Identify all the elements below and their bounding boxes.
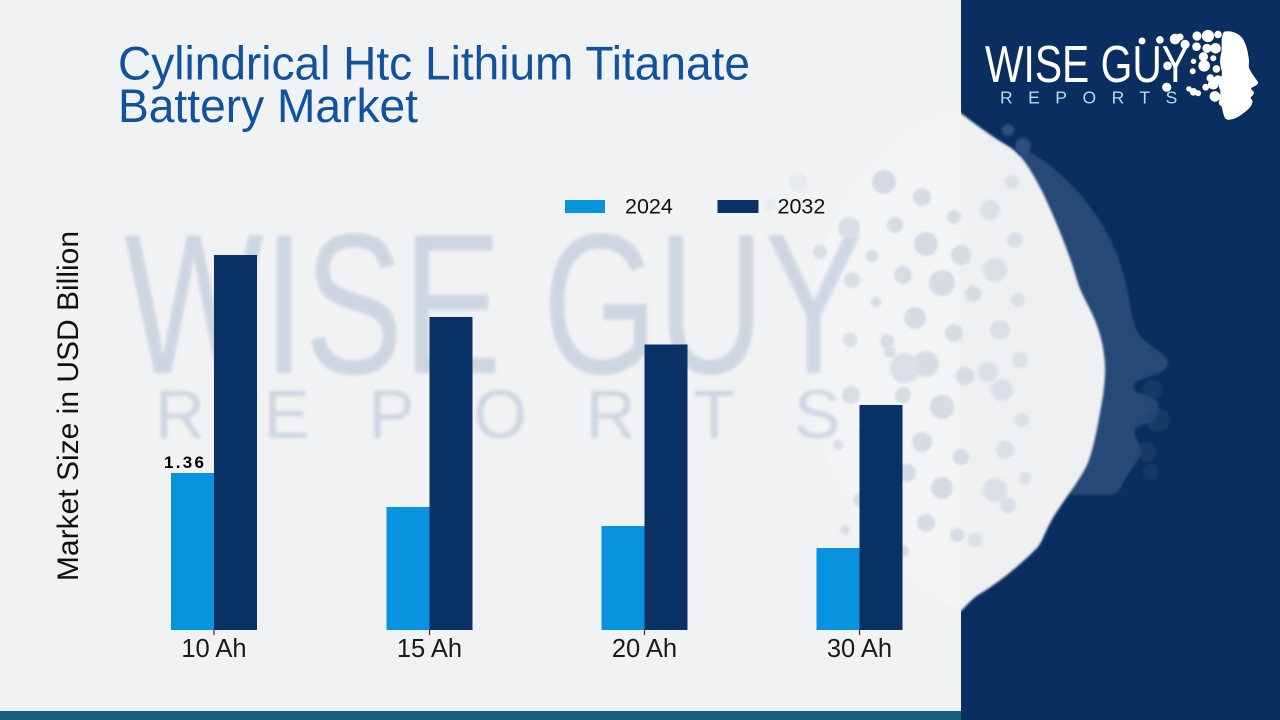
svg-text:2032: 2032 (778, 194, 826, 218)
svg-text:Market Size in USD Billion: Market Size in USD Billion (52, 231, 85, 581)
svg-text:15 Ah: 15 Ah (397, 635, 462, 663)
svg-text:2024: 2024 (625, 194, 673, 218)
svg-text:30 Ah: 30 Ah (827, 635, 892, 663)
svg-text:Cylindrical Htc Lithium Titana: Cylindrical Htc Lithium Titanate (118, 38, 750, 91)
svg-text:REPORTS: REPORTS (155, 376, 899, 453)
svg-text:Battery Market: Battery Market (118, 80, 418, 133)
svg-text:10 Ah: 10 Ah (181, 635, 246, 663)
svg-text:WISE GUY: WISE GUY (985, 36, 1189, 94)
svg-text:20 Ah: 20 Ah (612, 635, 677, 663)
svg-text:REPORTS: REPORTS (1000, 88, 1193, 108)
svg-text:1.36: 1.36 (164, 453, 204, 472)
